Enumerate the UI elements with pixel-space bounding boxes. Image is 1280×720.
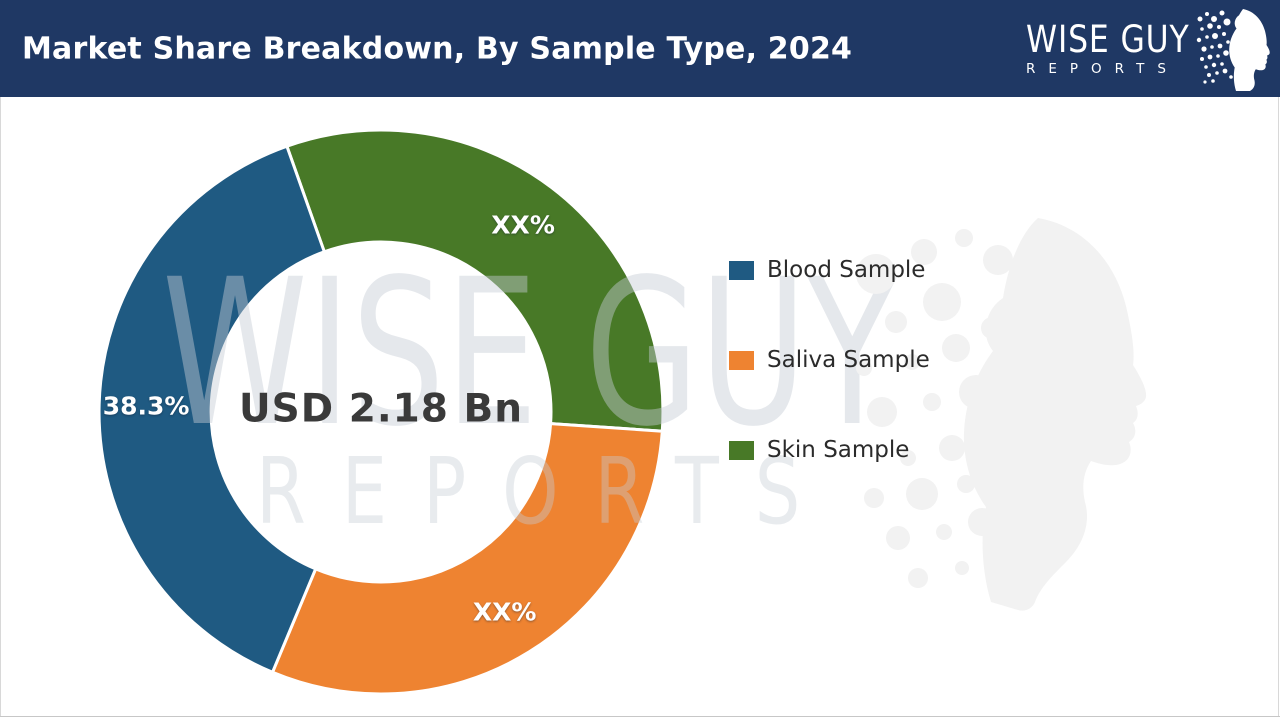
legend-item-blood-sample: Blood Sample — [729, 257, 930, 283]
wiseguy-logo: WISE GUY REPORTS — [1026, 6, 1274, 92]
legend-label: Saliva Sample — [767, 347, 930, 373]
header-bar: Market Share Breakdown, By Sample Type, … — [0, 0, 1280, 97]
logo-wordmark-line2: REPORTS — [1026, 60, 1179, 77]
legend-swatch-skin — [729, 440, 754, 460]
legend-item-skin-sample: Skin Sample — [729, 437, 930, 463]
left-edge-border — [0, 97, 1, 717]
logo-wordmark: WISE GUY REPORTS — [1026, 18, 1190, 77]
page-title: Market Share Breakdown, By Sample Type, … — [22, 31, 853, 66]
bottom-edge-border — [0, 716, 1280, 717]
logo-wordmark-line1: WISE GUY — [1026, 18, 1190, 62]
donut-chart — [98, 129, 664, 695]
legend-swatch-blood — [729, 260, 754, 280]
legend-item-saliva-sample: Saliva Sample — [729, 347, 930, 373]
legend-label: Blood Sample — [767, 257, 926, 283]
legend-swatch-saliva — [729, 350, 754, 370]
legend-label: Skin Sample — [767, 437, 910, 463]
right-edge-border — [1278, 97, 1279, 717]
legend: Blood Sample Saliva Sample Skin Sample — [729, 257, 930, 527]
logo-head-icon — [1196, 9, 1270, 91]
